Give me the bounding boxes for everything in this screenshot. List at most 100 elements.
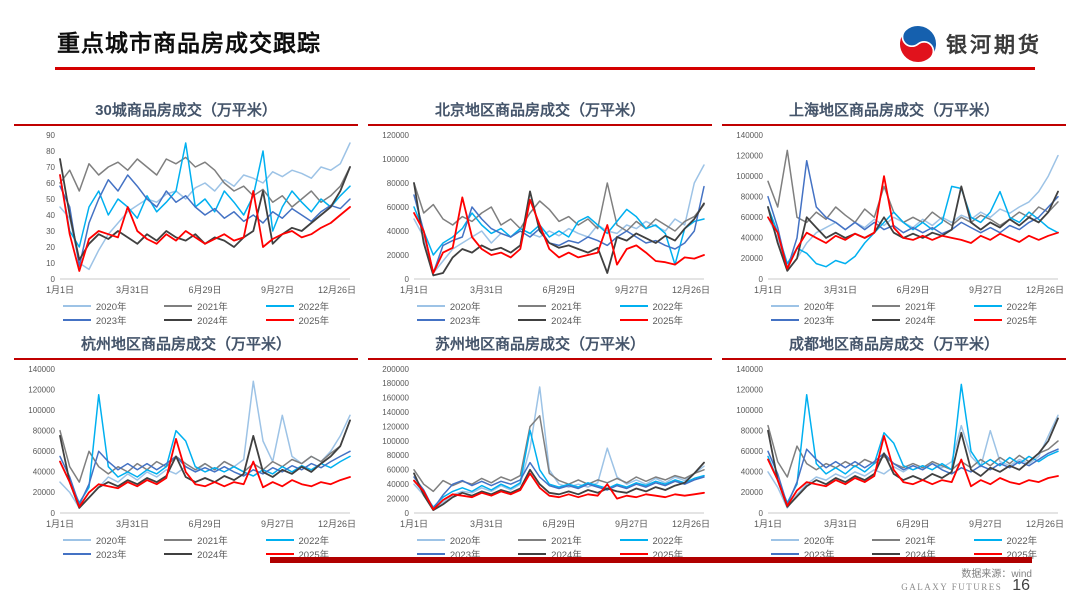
y-tick-label: 0: [51, 275, 56, 284]
series-line-2025年: [767, 175, 1059, 270]
legend-label: 2022年: [1006, 535, 1038, 547]
legend-swatch: [518, 552, 547, 555]
legend-swatch: [619, 304, 648, 307]
legend-swatch: [416, 304, 445, 307]
y-tick-label: 140000: [736, 131, 763, 140]
legend-item: 2020年: [44, 533, 145, 547]
x-tick-label: 12月26日: [672, 519, 710, 529]
chart-title-divider: [368, 358, 712, 360]
chart-canvas: 0 10 20 30 40 50 60 70 80 90 1月1日 3月31日 6月29日 9月27日 12…: [46, 131, 356, 295]
legend-label: 2024年: [197, 549, 228, 561]
legend-item: 2024年: [499, 313, 600, 327]
chart-title-divider: [368, 124, 712, 126]
series-line-2020年: [767, 154, 1059, 272]
x-tick-label: 3月31日: [470, 519, 503, 529]
legend-label: 2021年: [905, 535, 936, 547]
chart-title-divider: [722, 358, 1066, 360]
chart-chengdu: 成都地区商品房成交（万平米） 0 20000 40000 60000 80000 1000…: [722, 330, 1066, 561]
chart-suzhou: 苏州地区商品房成交（万平米） 0 20000 40000 60000 80000 1000…: [368, 330, 712, 561]
x-tick-label: 6月29日: [896, 519, 929, 529]
title-divider: [55, 67, 1035, 70]
legend-label: 2021年: [905, 301, 936, 313]
series-line-2022年: [413, 429, 705, 508]
x-tick-label: 3月31日: [116, 519, 149, 529]
y-tick-label: 90: [46, 131, 55, 140]
series-line-2024年: [767, 185, 1059, 272]
legend-item: 2025年: [247, 313, 348, 327]
chart-legend: 2020年 2021年 2022年 2023年 2024年 2025年: [368, 298, 712, 327]
chart-title: 北京地区商品房成交（万平米）: [434, 102, 645, 119]
chart-title: 苏州地区商品房成交（万平米）: [434, 336, 645, 353]
legend-swatch: [518, 538, 547, 541]
series-line-2021年: [59, 156, 351, 208]
y-tick-label: 60000: [387, 203, 410, 212]
legend-swatch: [416, 318, 445, 321]
legend-label: 2020年: [803, 301, 835, 313]
chart-title: 杭州地区商品房成交（万平米）: [80, 336, 291, 353]
brand-logo: 银河期货: [898, 24, 1042, 64]
legend-label: 2021年: [551, 535, 582, 547]
y-tick-label: 10: [46, 259, 55, 268]
x-tick-label: 1月1日: [754, 285, 782, 295]
y-tick-label: 20000: [741, 488, 764, 497]
legend-swatch: [164, 552, 193, 555]
y-tick-label: 20000: [33, 488, 56, 497]
x-tick-label: 6月29日: [188, 285, 221, 295]
y-tick-label: 80000: [741, 427, 764, 436]
chart-canvas: 0 20000 40000 60000 80000 100000 120000 140000 1…: [382, 365, 710, 529]
y-tick-label: 40: [46, 211, 55, 220]
legend-item: 2023年: [752, 547, 853, 561]
y-tick-label: 50: [46, 195, 55, 204]
y-tick-label: 100000: [382, 155, 409, 164]
legend-swatch: [62, 538, 91, 541]
y-tick-label: 120000: [28, 385, 55, 394]
y-tick-label: 60000: [741, 213, 764, 222]
y-tick-label: 120000: [736, 385, 763, 394]
legend-item: 2024年: [145, 313, 246, 327]
chart-legend: 2020年 2021年 2022年 2023年 2024年 2025年: [722, 298, 1066, 327]
x-tick-label: 1月1日: [754, 519, 782, 529]
chart-legend: 2020年 2021年 2022年 2023年 2024年 2025年: [722, 532, 1066, 561]
y-tick-label: 0: [759, 275, 764, 284]
x-tick-label: 12月26日: [318, 519, 356, 529]
legend-item: 2021年: [145, 299, 246, 313]
chart-beijing: 北京地区商品房成交（万平米） 0 20000 40000 60000 80000 1000…: [368, 96, 712, 327]
legend-label: 2020年: [95, 535, 127, 547]
legend-item: 2020年: [752, 533, 853, 547]
legend-item: 2020年: [44, 299, 145, 313]
y-tick-label: 100000: [736, 172, 763, 181]
series-line-2021年: [767, 424, 1059, 478]
legend-item: 2025年: [955, 547, 1056, 561]
legend-swatch: [770, 304, 799, 307]
series-line-2020年: [413, 386, 705, 511]
y-tick-label: 140000: [382, 408, 409, 417]
legend-label: 2024年: [551, 315, 582, 327]
data-source-value: wind: [1011, 569, 1032, 580]
series-line-2023年: [59, 450, 351, 506]
legend-swatch: [164, 304, 193, 307]
legend-item: 2021年: [145, 533, 246, 547]
legend-swatch: [973, 538, 1002, 541]
footer-divider: [270, 557, 1032, 563]
y-tick-label: 40000: [387, 227, 410, 236]
x-tick-label: 1月1日: [400, 285, 428, 295]
legend-label: 2022年: [652, 535, 684, 547]
legend-item: 2020年: [398, 533, 499, 547]
legend-label: 2025年: [652, 549, 684, 561]
y-tick-label: 0: [51, 509, 56, 518]
legend-swatch: [265, 552, 294, 555]
y-tick-label: 20000: [741, 254, 764, 263]
legend-label: 2023年: [803, 549, 835, 561]
x-tick-label: 1月1日: [46, 519, 74, 529]
legend-item: 2024年: [145, 547, 246, 561]
y-tick-label: 80000: [387, 179, 410, 188]
x-tick-label: 9月27日: [615, 519, 648, 529]
x-tick-label: 3月31日: [116, 285, 149, 295]
legend-label: 2023年: [95, 315, 127, 327]
legend-label: 2025年: [298, 315, 330, 327]
legend-swatch: [770, 552, 799, 555]
legend-swatch: [973, 318, 1002, 321]
x-tick-label: 9月27日: [261, 285, 294, 295]
x-tick-label: 6月29日: [542, 285, 575, 295]
legend-swatch: [619, 552, 648, 555]
